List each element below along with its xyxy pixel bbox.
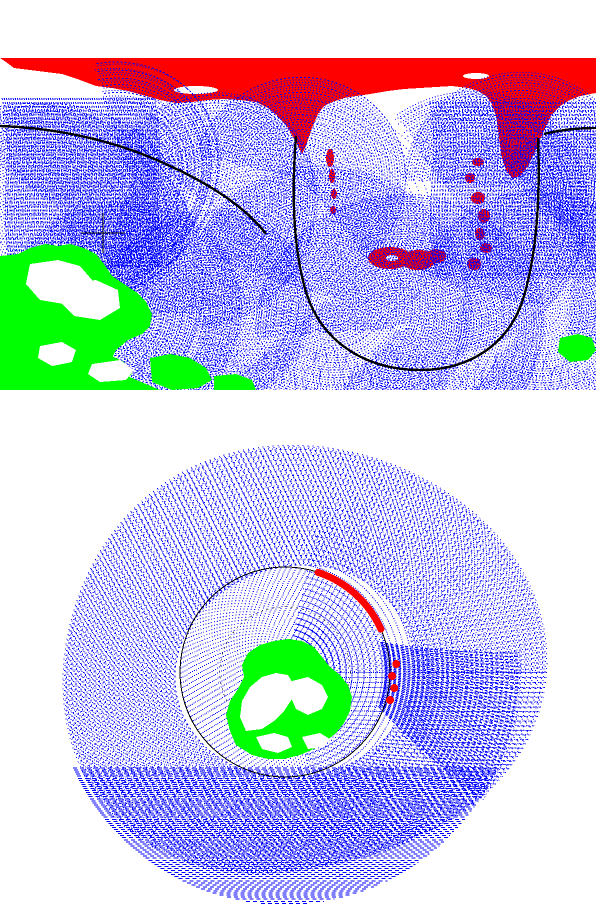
cylindrical-contour-svg: [0, 58, 596, 390]
polar-projection-panel[interactable]: [30, 445, 575, 905]
green-coastline: [0, 244, 596, 390]
red-arc-segment: [314, 568, 401, 704]
green-antarctica: [226, 639, 352, 759]
cylindrical-projection-panel[interactable]: [0, 58, 596, 390]
blue-radial-spokes: [73, 482, 522, 904]
polar-contour-svg: [62, 445, 548, 904]
black-boundary-contours: [0, 124, 596, 372]
crosshair-marker-group: [81, 213, 125, 253]
blue-contour-lines: [0, 61, 596, 390]
